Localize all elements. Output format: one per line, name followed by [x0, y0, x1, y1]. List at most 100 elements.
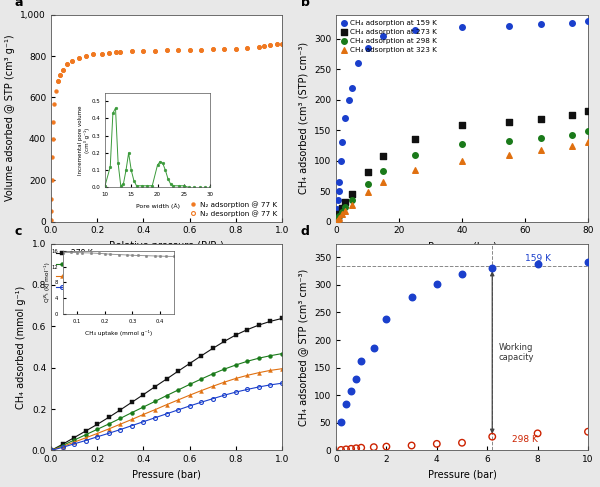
N₂ adsorption @ 77 K: [274, 41, 281, 47]
CH₄ adsorption at 159 K: [336, 157, 346, 165]
N₂ adsorption @ 77 K: [52, 88, 59, 94]
CH₄ adsorption at 323 K: [332, 217, 342, 225]
N₂ desorption @ 77 K: [112, 50, 119, 56]
278 K: [59, 441, 66, 447]
N₂ adsorption @ 77 K: [197, 47, 205, 53]
N₂ desorption @ 77 K: [175, 47, 182, 53]
CH₄ adsorption at 159 K: [347, 84, 356, 92]
Text: 298 K: 298 K: [512, 435, 538, 444]
Point: [457, 439, 467, 447]
Point: [457, 270, 467, 278]
N₂ adsorption @ 77 K: [75, 55, 82, 61]
N₂ adsorption @ 77 K: [209, 46, 216, 52]
Point: [336, 418, 346, 426]
278 K: [209, 345, 216, 351]
308 K: [186, 403, 193, 409]
CH₄ adsorption at 159 K: [568, 19, 577, 26]
288 K: [105, 421, 112, 427]
298 K: [278, 366, 286, 372]
Point: [346, 445, 356, 453]
288 K: [256, 355, 263, 361]
278 K: [232, 332, 239, 338]
Line: 278 K: 278 K: [49, 317, 284, 452]
Line: 308 K: 308 K: [49, 381, 284, 452]
CH₄ adsorption at 298 K: [410, 151, 419, 159]
Legend: CH₄ adsorption at 159 K, CH₄ adsorption at 273 K, CH₄ adsorption at 298 K, CH₄ a: CH₄ adsorption at 159 K, CH₄ adsorption …: [340, 18, 438, 54]
CH₄ adsorption at 273 K: [338, 205, 347, 212]
X-axis label: Pressure (bar): Pressure (bar): [428, 470, 496, 480]
CH₄ adsorption at 159 K: [334, 187, 343, 195]
N₂ adsorption @ 77 K: [256, 44, 263, 50]
CH₄ adsorption at 273 K: [363, 168, 373, 176]
288 K: [117, 415, 124, 421]
CH₄ adsorption at 159 K: [332, 206, 342, 213]
308 K: [151, 415, 158, 421]
288 K: [278, 351, 286, 356]
288 K: [267, 353, 274, 358]
CH₄ adsorption at 159 K: [379, 32, 388, 40]
N₂ desorption @ 77 K: [75, 55, 82, 61]
288 K: [128, 410, 136, 415]
298 K: [244, 373, 251, 378]
278 K: [128, 399, 136, 405]
308 K: [163, 411, 170, 417]
CH₄ adsorption at 298 K: [333, 215, 343, 223]
N₂ adsorption @ 77 K: [128, 49, 136, 55]
308 K: [232, 389, 239, 395]
278 K: [94, 421, 101, 427]
CH₄ adsorption at 159 K: [338, 138, 347, 146]
CH₄ adsorption at 159 K: [344, 96, 353, 104]
N₂ desorption @ 77 K: [232, 46, 239, 52]
Y-axis label: CH₄ adsorbed (mmol g⁻¹): CH₄ adsorbed (mmol g⁻¹): [16, 285, 26, 409]
Text: a: a: [14, 0, 23, 9]
298 K: [186, 393, 193, 398]
288 K: [151, 398, 158, 404]
CH₄ adsorption at 159 K: [583, 17, 593, 24]
CH₄ adsorption at 298 K: [363, 180, 373, 187]
N₂ adsorption @ 77 K: [260, 43, 267, 49]
298 K: [128, 416, 136, 422]
298 K: [221, 379, 228, 385]
N₂ adsorption @ 77 K: [105, 50, 112, 56]
CH₄ adsorption at 298 K: [334, 212, 344, 220]
N₂ desorption @ 77 K: [128, 49, 136, 55]
CH₄ adsorption at 323 K: [379, 178, 388, 186]
N₂ adsorption @ 77 K: [49, 136, 56, 142]
Point: [583, 259, 593, 266]
298 K: [209, 383, 216, 389]
308 K: [59, 445, 66, 450]
N₂ desorption @ 77 K: [163, 47, 170, 53]
308 K: [140, 419, 147, 425]
Line: 288 K: 288 K: [49, 352, 284, 452]
298 K: [47, 448, 55, 453]
CH₄ adsorption at 298 K: [457, 140, 467, 148]
278 K: [267, 318, 274, 324]
288 K: [71, 437, 78, 443]
CH₄ adsorption at 273 K: [583, 107, 593, 115]
N₂ adsorption @ 77 K: [163, 47, 170, 53]
CH₄ adsorption at 323 K: [347, 201, 356, 208]
288 K: [163, 393, 170, 398]
CH₄ adsorption at 298 K: [568, 131, 577, 138]
278 K: [175, 368, 182, 374]
278 K: [140, 392, 147, 397]
N₂ adsorption @ 77 K: [221, 46, 228, 52]
CH₄ adsorption at 298 K: [332, 216, 342, 224]
Point: [382, 443, 391, 450]
298 K: [59, 444, 66, 450]
N₂ adsorption @ 77 K: [232, 46, 239, 52]
N₂ desorption @ 77 K: [55, 78, 62, 84]
Point: [369, 443, 379, 451]
278 K: [256, 322, 263, 328]
N₂ adsorption @ 77 K: [140, 48, 147, 54]
CH₄ adsorption at 298 K: [505, 137, 514, 145]
N₂ desorption @ 77 K: [151, 48, 158, 54]
Text: b: b: [301, 0, 310, 9]
278 K: [71, 435, 78, 441]
298 K: [117, 421, 124, 427]
N₂ adsorption @ 77 K: [112, 50, 119, 56]
288 K: [186, 381, 193, 387]
CH₄ adsorption at 298 K: [379, 167, 388, 175]
308 K: [117, 427, 124, 432]
298 K: [197, 388, 205, 393]
